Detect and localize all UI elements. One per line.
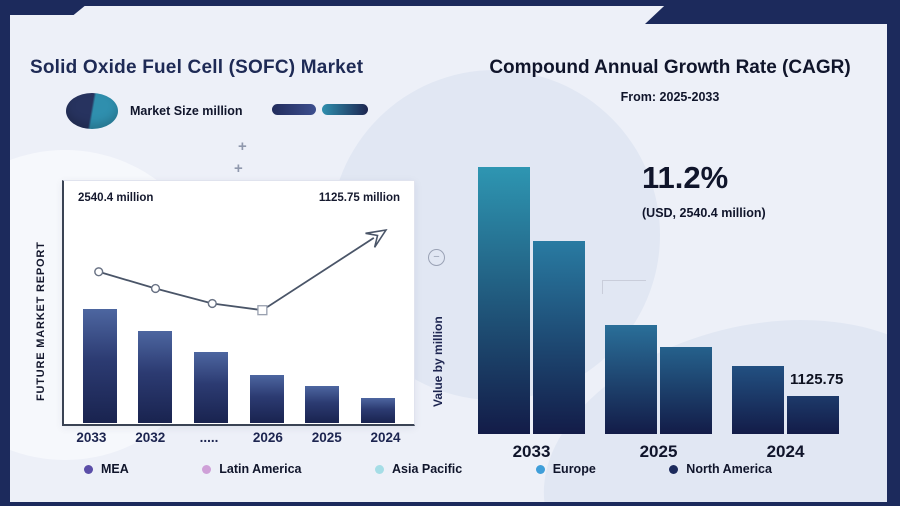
decor-pill-teal <box>322 104 368 115</box>
legend-item-mea: MEA <box>84 462 129 476</box>
market-size-x-axis: 2033 2032..... 2026 2025 2024 <box>62 430 415 445</box>
legend-dot <box>535 464 545 474</box>
cagr-x-label: 2033 <box>512 442 551 461</box>
legend-item-north-america: North America <box>669 462 772 476</box>
chart-start-value: 2540.4 million <box>78 192 154 204</box>
minus-glyph: − <box>433 251 440 263</box>
legend-dot <box>84 464 93 474</box>
market-size-legend: Market Size million <box>66 93 243 129</box>
cagr-bar-group: 2033 <box>478 160 585 462</box>
bottom-edge-bar <box>0 502 900 506</box>
cagr-subtitle: From: 2025-2033 <box>620 90 720 104</box>
chart-end-value: 1125.75 million <box>318 192 400 204</box>
market-size-bars <box>72 215 406 423</box>
plus-decoration: + <box>234 160 243 177</box>
market-size-bar <box>361 398 396 423</box>
cagr-bars <box>478 162 585 434</box>
legend-label: North America <box>686 462 772 476</box>
cagr-note: (USD, 2540.4 million) <box>642 206 766 220</box>
top-left-band <box>0 0 92 15</box>
cagr-x-label: 2024 <box>766 442 805 461</box>
trend-arrow-line <box>94 228 388 316</box>
step-decoration <box>602 280 646 294</box>
market-size-bar <box>194 352 229 423</box>
market-title: Solid Oxide Fuel Cell (SOFC) Market <box>30 57 364 78</box>
market-size-sphere-icon <box>66 93 118 129</box>
legend-dot <box>375 464 385 474</box>
left-edge-bar <box>0 0 10 506</box>
market-size-bar <box>138 331 173 423</box>
cagr-chart: 2033 2025 2024 <box>478 160 850 462</box>
cagr-bar <box>660 346 712 434</box>
future-market-report-label: FUTURE MARKET REPORT <box>35 241 47 401</box>
cagr-title: Compound Annual Growth Rate (CAGR) <box>489 57 851 78</box>
right-edge-bar <box>887 0 900 506</box>
legend-label: Europe <box>552 462 596 476</box>
legend-label: Asia Pacific <box>392 462 463 476</box>
x-axis-label: 2032 <box>135 430 166 445</box>
cagr-bars <box>732 162 839 434</box>
market-size-bar <box>82 308 117 423</box>
cagr-bar <box>732 366 784 434</box>
cagr-value: 11.2% <box>642 160 729 195</box>
x-axis-label: 2033 <box>76 430 107 445</box>
legend-dot <box>202 464 212 474</box>
cagr-bar-group: 2024 <box>732 160 839 462</box>
cagr-bar <box>533 240 585 434</box>
legend-item-asia-pacific: Asia Pacific <box>375 462 462 476</box>
decor-pill-navy <box>272 104 316 115</box>
legend-item-latin-america: Latin America <box>202 462 302 476</box>
legend-item-europe: Europe <box>535 462 596 476</box>
region-legend: MEA Latin America Asia Pacific Europe North … <box>84 462 772 476</box>
minus-circle-decoration: − <box>428 249 445 266</box>
cagr-bar <box>478 167 530 434</box>
legend-label: MEA <box>101 462 129 476</box>
end-value-label: 1125.75 <box>790 371 844 388</box>
legend-dot <box>669 464 679 474</box>
market-size-legend-label: Market Size million <box>130 104 243 118</box>
market-size-bar <box>305 385 340 423</box>
cagr-bar <box>605 325 657 434</box>
x-axis-label: 2024 <box>370 430 401 445</box>
plus-decoration: + <box>238 138 247 155</box>
cagr-bar-group: 2025 <box>605 160 712 462</box>
market-size-bar <box>249 375 284 423</box>
x-axis-label: 2025 <box>311 430 342 445</box>
value-axis-label: Value by million <box>431 316 445 408</box>
top-edge-bar <box>0 0 900 6</box>
cagr-x-label: 2025 <box>639 442 678 461</box>
chart-value-labels: 2540.4 million 1125.75 million <box>64 181 414 204</box>
market-size-chart: 2540.4 million 1125.75 million <box>62 180 415 426</box>
cagr-bar <box>787 395 839 434</box>
x-axis-label: 2026 <box>252 430 283 445</box>
legend-label: Latin America <box>219 462 302 476</box>
top-right-band <box>645 0 900 24</box>
cagr-bars <box>605 162 712 434</box>
x-axis-label: ..... <box>199 430 219 445</box>
